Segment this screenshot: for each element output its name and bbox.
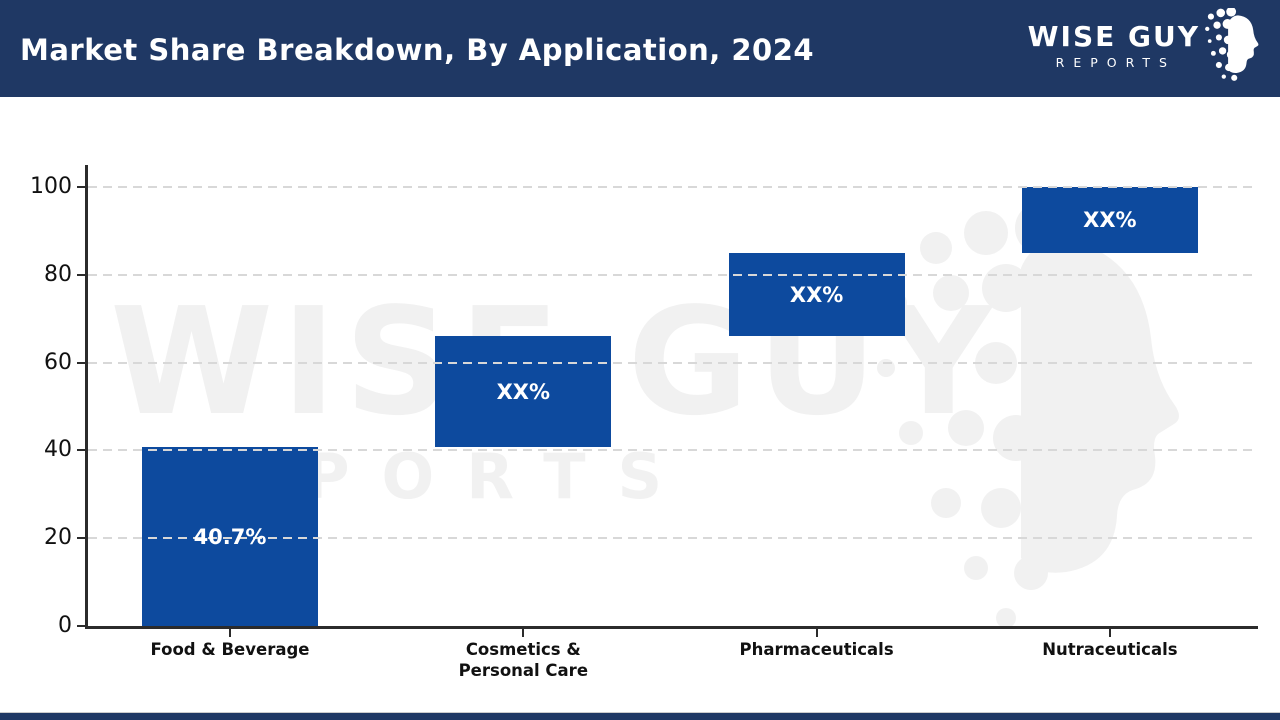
gridline	[88, 449, 1256, 452]
y-axis-tick	[77, 625, 86, 627]
bar-food-beverage	[142, 447, 318, 626]
x-axis-tick	[1108, 629, 1111, 637]
bar-pharmaceuticals	[728, 252, 905, 337]
y-axis-tick	[77, 273, 86, 276]
y-axis-tick	[77, 186, 86, 188]
y-axis-tick	[77, 537, 86, 540]
bar-value-label: XX%	[1083, 207, 1137, 232]
wise-guy-logo-text: WISE GUY REPORTS	[1027, 19, 1200, 70]
chart-title: Market Share Breakdown, By Application, …	[20, 33, 815, 67]
footer-bar	[0, 712, 1280, 720]
x-axis-tick	[815, 629, 818, 637]
x-tick-label: Cosmetics & Personal Care	[458, 640, 589, 680]
logo-wordmark: WISE GUY	[1027, 19, 1200, 53]
x-tick-label: Pharmaceuticals	[739, 640, 894, 659]
y-tick-label: 40	[44, 437, 72, 463]
gridline	[88, 361, 1256, 364]
y-axis-tick	[77, 361, 86, 364]
gridline	[88, 537, 1256, 540]
header-bar: Market Share Breakdown, By Application, …	[0, 0, 1280, 97]
gridline	[88, 186, 1256, 188]
bar-cosmetics-personal-care	[435, 336, 612, 448]
x-tick-label: Food & Beverage	[150, 640, 310, 659]
y-tick-label: 60	[44, 349, 72, 375]
y-tick-label: 100	[30, 174, 72, 199]
bar-value-label: XX%	[789, 282, 844, 307]
bar-value-label: 40.7%	[193, 524, 267, 549]
y-axis-line	[85, 165, 88, 629]
bar-value-label: XX%	[496, 379, 551, 404]
x-tick-label: Nutraceuticals	[1042, 640, 1178, 659]
x-axis-tick	[522, 629, 525, 637]
y-tick-label: 80	[44, 261, 72, 287]
y-tick-label: 20	[44, 525, 72, 551]
watermark-head-graphic	[877, 208, 1179, 628]
y-tick-label: 0	[58, 613, 72, 638]
x-axis-line	[85, 626, 1258, 629]
wise-guy-logo: WISE GUY REPORTS	[1028, 8, 1264, 84]
wise-guy-head-icon	[1205, 8, 1259, 81]
gridline	[88, 273, 1256, 276]
bar-nutraceuticals	[1021, 187, 1198, 253]
logo-subtitle: REPORTS	[1055, 54, 1176, 70]
y-axis-tick	[77, 449, 86, 452]
x-axis-tick	[229, 629, 231, 637]
